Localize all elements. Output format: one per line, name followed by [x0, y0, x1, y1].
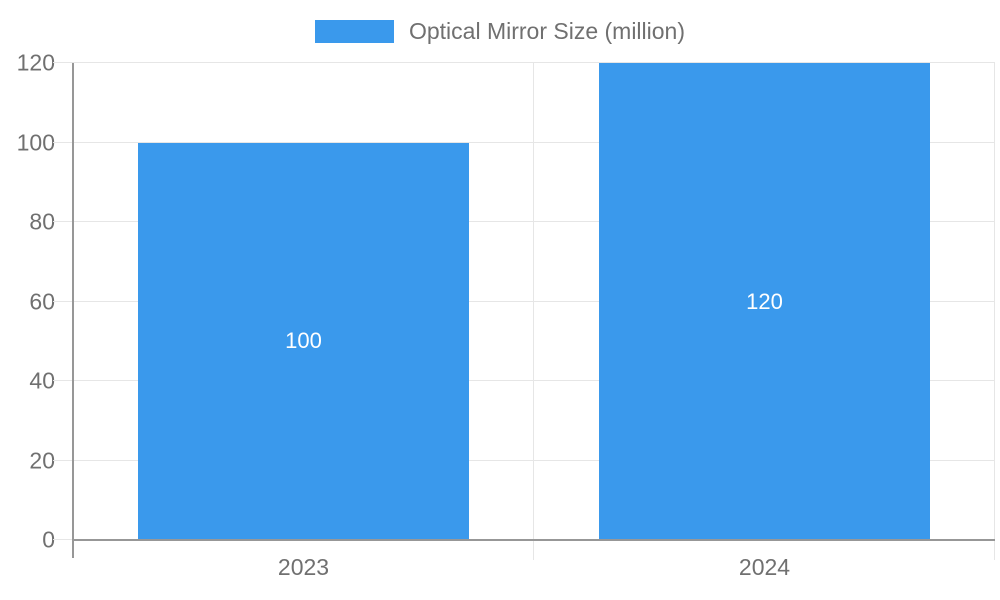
y-axis-labels: 0 20 40 60 80 100 120	[0, 51, 55, 551]
gridline-y-60	[53, 300, 995, 302]
y-tick-label-20: 20	[29, 447, 55, 474]
y-tick-label-120: 120	[16, 49, 55, 76]
y-tick-label-80: 80	[29, 208, 55, 235]
legend-label: Optical Mirror Size (million)	[408, 18, 686, 44]
gridline-y-100	[53, 141, 995, 143]
gridline-y-20	[53, 459, 995, 461]
y-axis-line	[72, 63, 74, 558]
x-axis-line	[73, 539, 995, 541]
bar-2024[interactable]: 120	[599, 63, 930, 540]
gridline-y-40	[53, 380, 995, 382]
gridline-y-80	[53, 221, 995, 223]
y-tick-label-40: 40	[29, 367, 55, 394]
gridline-y-120	[53, 62, 995, 63]
y-tick-label-100: 100	[16, 129, 55, 155]
y-tick-label-60: 60	[29, 288, 55, 314]
plot-area: 100 120	[53, 62, 995, 560]
category-boundary-line	[994, 63, 995, 560]
category-boundary-line	[533, 63, 534, 560]
bar-value-label: 120	[746, 288, 783, 314]
bar-2023[interactable]: 100	[138, 142, 469, 540]
bar-value-label: 100	[285, 328, 322, 354]
chart-legend[interactable]: Optical Mirror Size (million)	[0, 18, 1000, 44]
y-tick-label-0: 0	[42, 526, 55, 553]
x-axis-labels: 2023 2024	[73, 554, 995, 582]
x-tick-label-2024: 2024	[738, 554, 791, 580]
x-tick-label-2023: 2023	[277, 554, 330, 580]
legend-swatch-icon	[314, 20, 394, 44]
